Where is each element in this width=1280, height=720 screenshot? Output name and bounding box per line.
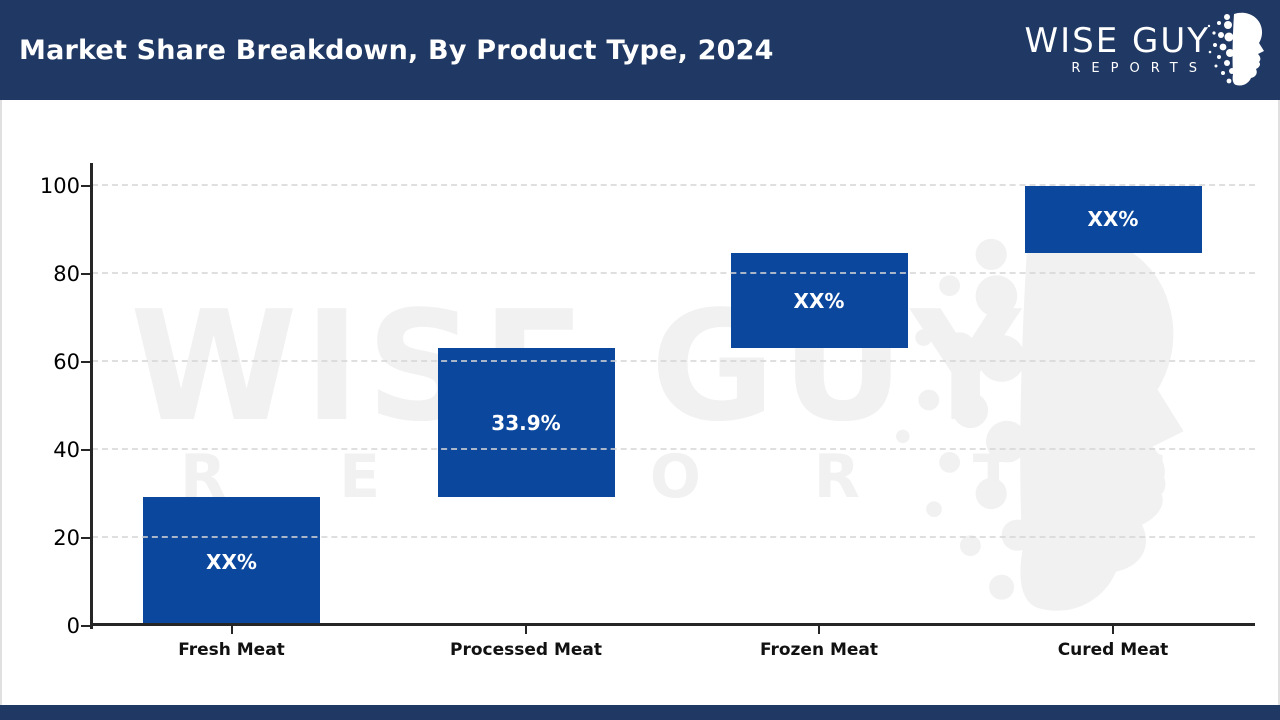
bar-value-label: XX%: [206, 549, 257, 574]
y-tick-label-60: 60: [53, 349, 80, 374]
brand-logo: WISE GUY REPORTS: [1024, 9, 1266, 91]
footer-bar: [0, 705, 1280, 720]
x-tick-mark-3: [818, 626, 820, 634]
gridline-20: [92, 535, 1255, 538]
bar-segment-cured-meat: XX%: [1024, 185, 1202, 254]
logo-wordmark-line1: WISE GUY: [1024, 20, 1210, 61]
bar-segment-processed-meat: 33.9%: [437, 348, 615, 498]
gridline-80: [92, 271, 1255, 274]
gridline-60: [92, 359, 1255, 362]
y-tick-mark-20: [81, 536, 91, 539]
x-tick-mark-4: [1112, 626, 1114, 634]
y-tick-mark-80: [81, 272, 91, 275]
y-tick-label-20: 20: [53, 525, 80, 550]
watermark-head-icon: [891, 232, 1184, 611]
y-tick-label-100: 100: [39, 173, 80, 198]
bar-value-label: XX%: [793, 288, 845, 313]
gridline-100: [92, 183, 1255, 186]
header-bar: Market Share Breakdown, By Product Type,…: [0, 0, 1280, 100]
x-tick-mark-2: [525, 626, 527, 634]
y-tick-label-40: 40: [53, 437, 80, 462]
category-label-fresh-meat: Fresh Meat: [178, 640, 285, 660]
x-tick-mark-1: [230, 626, 233, 634]
category-label-processed-meat: Processed Meat: [449, 640, 603, 660]
dotted-head-icon: [1207, 12, 1264, 86]
chart-title: Market Share Breakdown, By Product Type,…: [19, 34, 774, 66]
category-label-frozen-meat: Frozen Meat: [759, 640, 879, 660]
bar-segment-fresh-meat: XX%: [143, 497, 320, 626]
y-tick-mark-60: [81, 360, 91, 363]
plot-area: XX% 33.9% XX% XX%: [92, 163, 1255, 626]
logo-wordmark: WISE GUY REPORTS: [1024, 20, 1210, 77]
x-axis-line: [90, 623, 1255, 626]
bar-value-label: 33.9%: [491, 410, 561, 435]
category-label-cured-meat: Cured Meat: [1057, 640, 1169, 660]
y-tick-label-80: 80: [53, 261, 80, 286]
bar-value-label: XX%: [1087, 207, 1139, 232]
y-tick-mark-100: [81, 184, 91, 187]
logo-wordmark-line2: REPORTS: [1071, 61, 1208, 77]
y-axis-line: [90, 163, 93, 629]
y-tick-mark-40: [81, 448, 91, 451]
y-tick-label-0: 0: [66, 614, 80, 638]
gridline-40: [92, 447, 1255, 450]
y-tick-mark-0: [81, 625, 91, 627]
bar-segment-frozen-meat: XX%: [730, 253, 908, 349]
